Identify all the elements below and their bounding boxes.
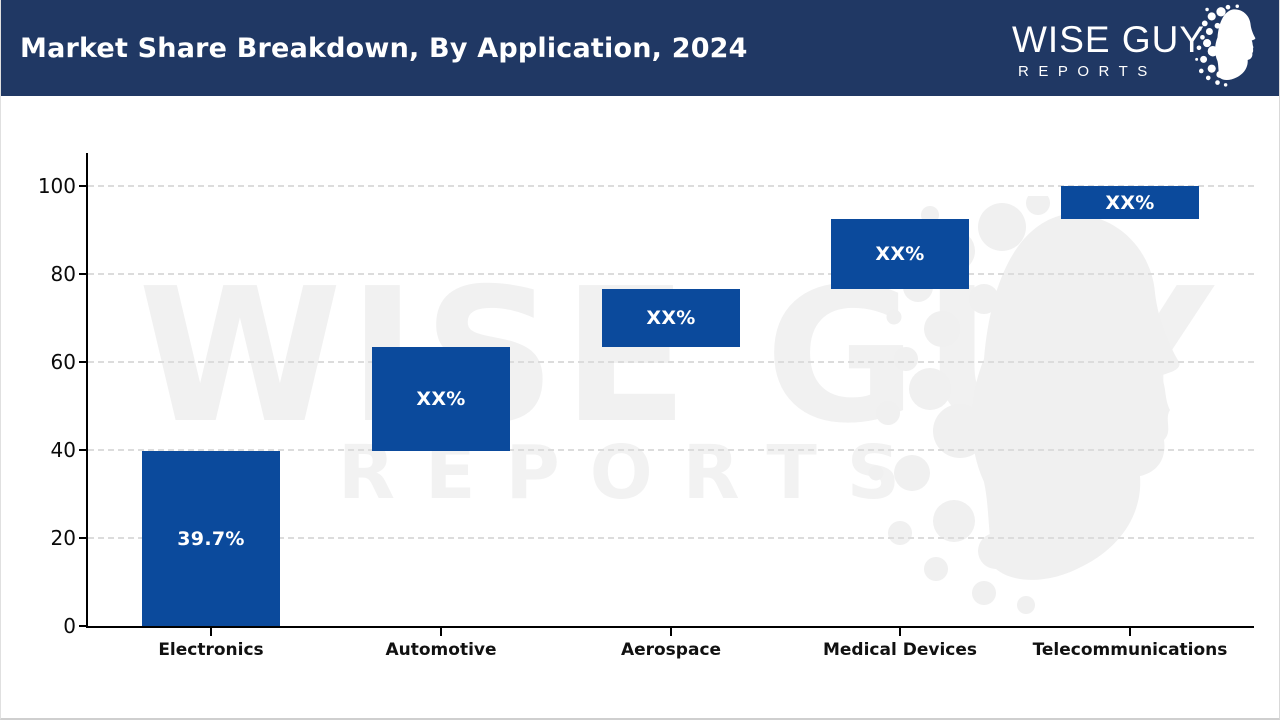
y-tick-label: 40 [50, 438, 76, 462]
bar-value-label: XX% [416, 388, 466, 411]
bar-value-label: XX% [875, 242, 925, 265]
wise-guy-reports-logo: WISE GUY REPORTS [1012, 4, 1256, 87]
bar-aerospace: XX% [602, 288, 740, 348]
y-tick-mark [79, 273, 87, 275]
y-axis-line [86, 153, 88, 628]
y-tick-label: 20 [50, 526, 76, 550]
y-tick-mark [79, 361, 87, 363]
bar-automotive: XX% [372, 347, 510, 452]
x-tick-mark [1129, 628, 1131, 636]
y-tick-mark [79, 625, 87, 627]
x-tick-mark [440, 628, 442, 636]
bar-medical-devices: XX% [831, 219, 969, 289]
logo-face-icon [1195, 4, 1256, 87]
gridline [88, 537, 1254, 539]
x-tick-label: Telecommunications [1032, 640, 1228, 660]
y-tick-mark [79, 449, 87, 451]
header-bar: Market Share Breakdown, By Application, … [0, 0, 1280, 96]
x-tick-label: Automotive [385, 640, 497, 660]
y-tick-label: 100 [37, 174, 76, 198]
gridline [88, 449, 1254, 451]
x-tick-mark [899, 628, 901, 636]
gridline [88, 273, 1254, 275]
y-tick-label: 0 [63, 614, 76, 638]
y-tick-label: 80 [50, 262, 76, 286]
bar-value-label: XX% [1105, 191, 1155, 214]
bar-value-label: 39.7% [177, 527, 245, 550]
bar-electronics: 39.7% [142, 451, 280, 626]
bar-telecommunications: XX% [1061, 186, 1199, 219]
x-tick-mark [670, 628, 672, 636]
y-tick-label: 60 [50, 350, 76, 374]
logo-text-line2: REPORTS [1018, 63, 1157, 80]
logo-text-line1: WISE GUY [1012, 19, 1205, 60]
gridline [88, 361, 1254, 363]
x-axis-line [86, 626, 1254, 628]
x-tick-mark [210, 628, 212, 636]
chart-title: Market Share Breakdown, By Application, … [20, 32, 748, 64]
y-tick-mark [79, 537, 87, 539]
x-tick-label: Aerospace [620, 640, 722, 660]
y-tick-mark [79, 185, 87, 187]
gridline [88, 185, 1254, 187]
x-tick-label: Electronics [158, 640, 264, 660]
bar-value-label: XX% [646, 306, 696, 329]
x-tick-label: Medical Devices [822, 640, 977, 660]
